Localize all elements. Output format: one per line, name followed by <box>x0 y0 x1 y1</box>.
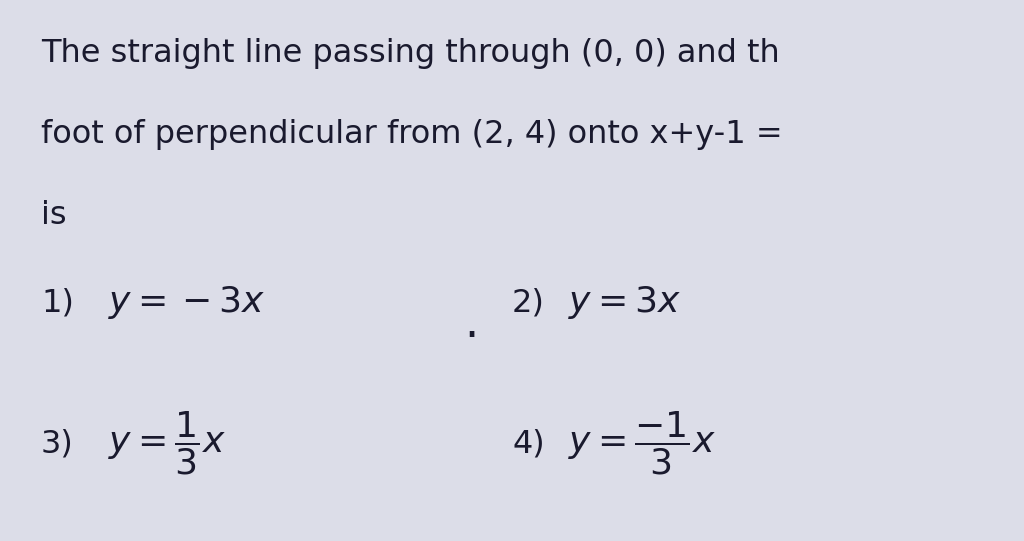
Text: 4): 4) <box>512 428 545 459</box>
Text: $y=\dfrac{-1}{3}x$: $y=\dfrac{-1}{3}x$ <box>568 410 717 477</box>
Text: $y=\dfrac{1}{3}x$: $y=\dfrac{1}{3}x$ <box>108 410 225 477</box>
Text: foot of perpendicular from (2, 4) onto x+y-1 =: foot of perpendicular from (2, 4) onto x… <box>41 119 782 150</box>
Text: .: . <box>464 303 478 346</box>
Text: 2): 2) <box>512 287 545 319</box>
Text: 1): 1) <box>41 287 74 319</box>
Text: 3): 3) <box>41 428 74 459</box>
Text: The straight line passing through (0, 0) and th: The straight line passing through (0, 0)… <box>41 38 779 69</box>
Text: $y=-3x$: $y=-3x$ <box>108 285 265 321</box>
Text: is: is <box>41 200 67 231</box>
Text: $y=3x$: $y=3x$ <box>568 285 682 321</box>
